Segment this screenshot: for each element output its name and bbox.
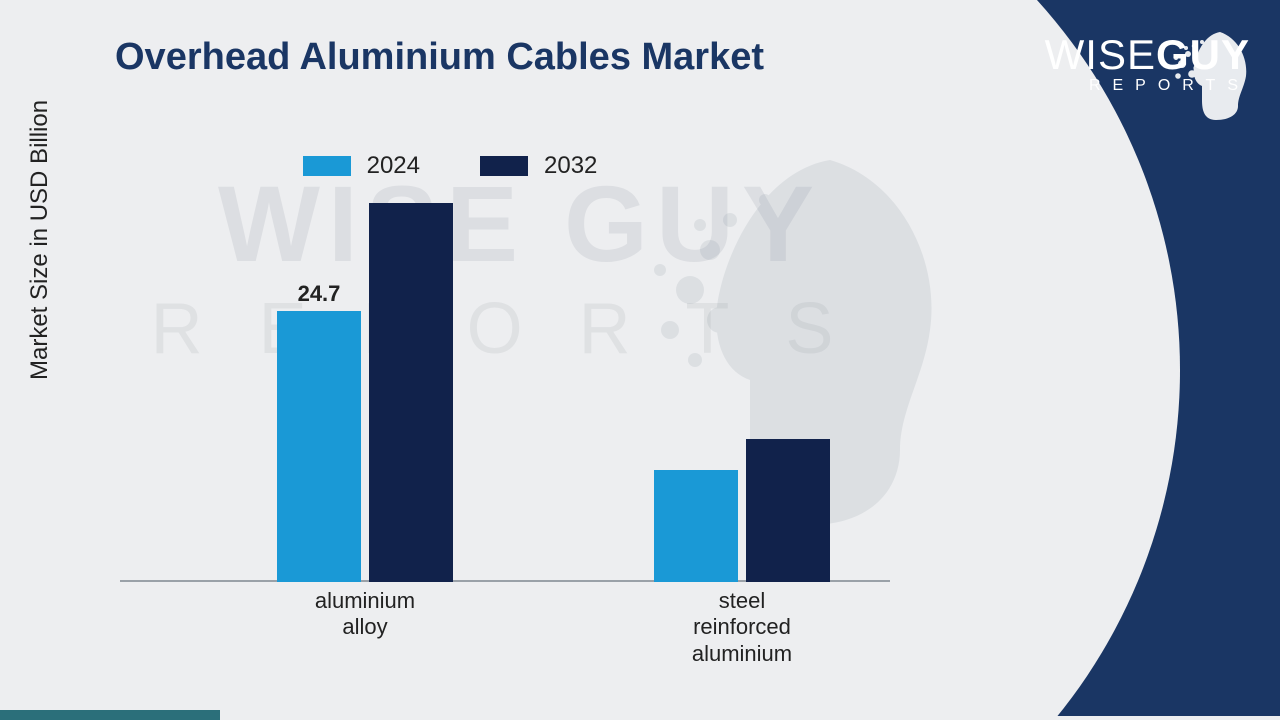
bar-aluminium_alloy-2024 [277,311,361,582]
legend-item-2024: 2024 [303,152,420,180]
brand-wordmark: WISEGUY REPORTS [1045,34,1250,94]
legend-item-2032: 2032 [480,152,597,180]
y-axis-label: Market Size in USD Billion [26,100,54,380]
chart-canvas: WISE GUY REPORTS WISEGUY REPORTS Overhea… [0,0,1280,720]
bottom-accent-strip [0,710,220,720]
bar-aluminium_alloy-2032 [369,203,453,582]
brand-line1-a: WISE [1045,31,1156,78]
legend-swatch-2032 [480,156,528,176]
category-label-steel_reinforced_aluminium: steelreinforcedaluminium [632,582,852,667]
category-label-aluminium_alloy: aluminiumalloy [255,582,475,641]
bar-steel_reinforced_aluminium-2032 [746,439,830,582]
legend-swatch-2024 [303,156,351,176]
legend: 2024 2032 [0,152,900,180]
bar-steel_reinforced_aluminium-2024 [654,470,738,582]
brand-line2: REPORTS [1045,78,1250,94]
legend-label-2024: 2024 [367,152,420,180]
brand-line1: WISEGUY [1045,34,1250,76]
plot-area: 24.7aluminiumalloysteelreinforcedalumini… [120,198,890,582]
legend-label-2032: 2032 [544,152,597,180]
brand-line1-b: GUY [1156,31,1250,78]
bar-value-aluminium_alloy-2024: 24.7 [298,281,341,307]
chart-title: Overhead Aluminium Cables Market [115,36,764,79]
